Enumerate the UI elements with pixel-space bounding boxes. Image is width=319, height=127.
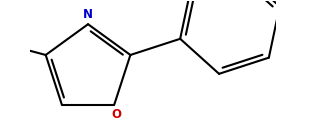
Text: N: N [83,7,93,21]
Text: O: O [112,108,122,121]
